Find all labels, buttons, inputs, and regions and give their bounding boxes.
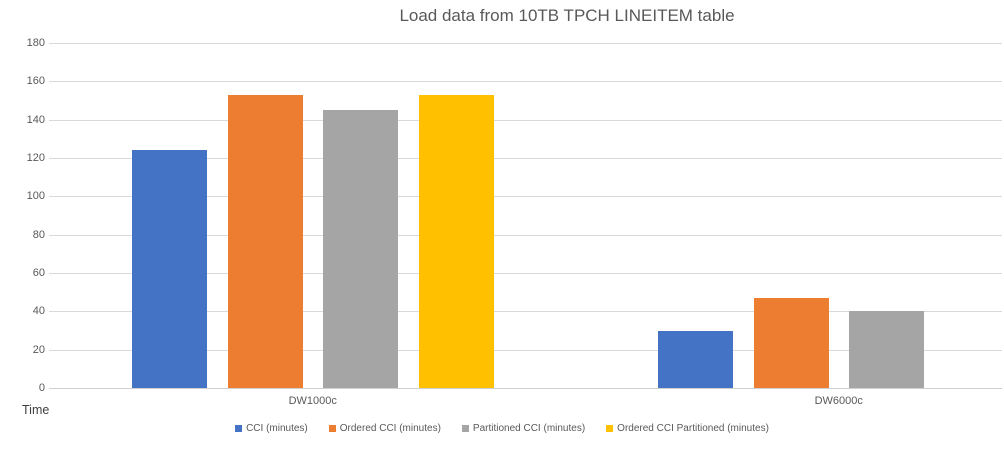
legend-label: Partitioned CCI (minutes) [472,423,586,434]
legend-item-cci-minutes: CCI (minutes) [235,423,308,434]
y-tick-label-20: 20 [32,343,45,356]
category-label-dw6000c: DW6000c [814,395,863,407]
bar-dw1000c-cci-minutes [132,150,207,388]
legend: CCI (minutes) Ordered CCI (minutes) Partit… [0,423,1004,434]
y-tick-label-140: 140 [26,113,45,126]
legend-label: Ordered CCI (minutes) [339,423,441,434]
gridline-100 [49,196,1002,198]
legend-swatch-icon [328,425,336,432]
y-tick-label-160: 160 [26,75,45,88]
bar-dw1000c-partitioned-cci-minutes [323,110,398,388]
gridline-180 [49,43,1002,44]
bar-dw1000c-ordered-cci-partitioned-minutes [418,94,494,388]
legend-item-ordered-cci-minutes: Ordered CCI (minutes) [328,423,441,434]
y-tick-label-120: 120 [26,152,45,164]
gridline-140 [49,119,1002,121]
bar-dw6000c-cci-minutes [658,330,733,388]
legend-swatch-icon [235,425,243,432]
bar-dw1000c-ordered-cci-minutes [227,94,303,388]
legend-label: CCI (minutes) [246,423,308,434]
gridline-160 [49,81,1002,83]
gridline-60 [49,273,1002,274]
gridline-0 [49,388,1002,389]
gridline-40 [49,311,1002,313]
gridline-120 [49,158,1002,159]
legend-swatch-icon [606,425,614,432]
gridline-20 [49,349,1002,351]
gridline-80 [49,234,1002,236]
y-tick-label-0: 0 [38,382,45,394]
legend-swatch-icon [461,425,469,432]
legend-item-partitioned-cci-minutes: Partitioned CCI (minutes) [461,423,586,434]
y-tick-label-80: 80 [32,228,45,241]
bar-dw6000c-ordered-cci-minutes [753,297,829,388]
y-tick-label-180: 180 [26,37,45,49]
category-label-dw1000c: DW1000c [288,395,337,407]
legend-item-ordered-cci-partitioned-minutes: Ordered CCI Partitioned (minutes) [606,423,769,434]
y-tick-label-60: 60 [32,267,45,279]
bar-dw6000c-partitioned-cci-minutes [849,311,924,388]
y-tick-label-40: 40 [32,305,45,318]
chart-title: Load data from 10TB TPCH LINEITEM table [399,6,735,25]
legend-label: Ordered CCI Partitioned (minutes) [617,423,769,434]
y-tick-label-100: 100 [26,190,45,203]
y-axis-title: Time [22,403,50,417]
